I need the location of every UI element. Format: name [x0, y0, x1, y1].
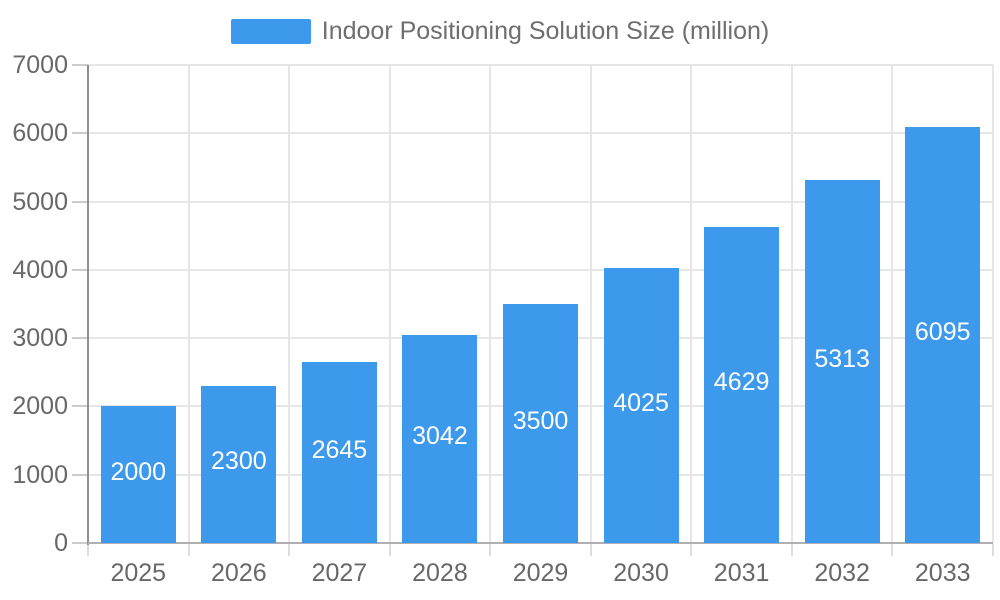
bar-value-label: 2300 — [211, 447, 267, 476]
x-axis-label: 2031 — [713, 559, 770, 587]
y-axis-label: 3000 — [12, 324, 68, 353]
bar-2033[interactable] — [905, 126, 981, 543]
gridline-vertical — [992, 65, 994, 543]
y-axis-line — [87, 65, 89, 545]
x-axis-label: 2030 — [613, 559, 669, 587]
x-axis-label: 2028 — [412, 559, 468, 587]
legend-item[interactable]: Indoor Positioning Solution Size (millio… — [0, 16, 1000, 46]
y-axis-tick — [72, 64, 88, 66]
bar-2026[interactable] — [201, 385, 277, 543]
gridline-horizontal — [88, 268, 993, 271]
y-axis-label: 7000 — [12, 51, 68, 79]
y-axis-tick — [72, 473, 88, 476]
x-axis-tick — [891, 544, 894, 556]
legend-label: Indoor Positioning Solution Size (millio… — [321, 17, 770, 45]
y-axis-tick — [72, 405, 88, 408]
x-axis-label: 2025 — [110, 559, 167, 587]
bar-2028[interactable] — [402, 335, 478, 543]
y-axis-label: 5000 — [12, 187, 68, 216]
x-axis-line — [88, 542, 993, 544]
gridline-vertical — [388, 65, 391, 543]
x-axis-label: 2033 — [914, 559, 971, 587]
bar-value-label: 3500 — [512, 406, 569, 435]
x-axis-tick — [589, 544, 592, 556]
x-axis-tick — [288, 544, 291, 556]
bar-value-label: 4025 — [613, 388, 669, 417]
y-axis-tick — [72, 542, 88, 544]
y-axis-tick — [72, 132, 88, 135]
x-axis-tick — [187, 544, 190, 556]
y-axis-label: 2000 — [12, 392, 68, 421]
x-axis-label: 2032 — [814, 559, 870, 587]
x-axis-tick — [87, 544, 89, 556]
y-axis-label: 4000 — [12, 255, 68, 284]
y-axis-label: 6000 — [12, 119, 68, 148]
x-axis-tick — [992, 544, 994, 556]
y-axis-tick — [72, 200, 88, 203]
y-axis-tick — [72, 268, 88, 271]
bar-2029[interactable] — [503, 304, 578, 543]
gridline-vertical — [790, 65, 793, 543]
bar-value-label: 3042 — [412, 422, 468, 451]
bar-value-label: 4629 — [713, 367, 770, 396]
bar-value-label: 2645 — [311, 435, 368, 464]
gridline-vertical — [489, 65, 492, 543]
gridline-vertical — [690, 65, 693, 543]
bar-value-label: 5313 — [814, 344, 870, 373]
x-axis-tick — [489, 544, 492, 556]
y-axis-tick — [72, 337, 88, 340]
bar-2031[interactable] — [704, 226, 780, 543]
gridline-horizontal — [88, 64, 993, 66]
x-axis-tick — [690, 544, 693, 556]
x-axis-tick — [388, 544, 391, 556]
x-axis-label: 2026 — [211, 559, 267, 587]
gridline-vertical — [187, 65, 190, 543]
legend-swatch — [230, 18, 311, 44]
bar-2025[interactable] — [100, 406, 176, 543]
bar-2027[interactable] — [301, 362, 377, 543]
x-axis-label: 2027 — [311, 559, 368, 587]
gridline-vertical — [589, 65, 592, 543]
gridline-vertical — [891, 65, 894, 543]
y-axis-label: 1000 — [12, 460, 68, 489]
y-axis-label: 0 — [54, 529, 68, 557]
bar-value-label: 6095 — [914, 317, 971, 346]
bar-value-label: 2000 — [110, 457, 167, 486]
gridline-horizontal — [88, 132, 993, 135]
bar-2032[interactable] — [804, 180, 880, 543]
bar-2030[interactable] — [603, 268, 679, 543]
gridline-horizontal — [88, 200, 993, 203]
x-axis-tick — [790, 544, 793, 556]
x-axis-label: 2029 — [512, 559, 569, 587]
gridline-vertical — [288, 65, 291, 543]
